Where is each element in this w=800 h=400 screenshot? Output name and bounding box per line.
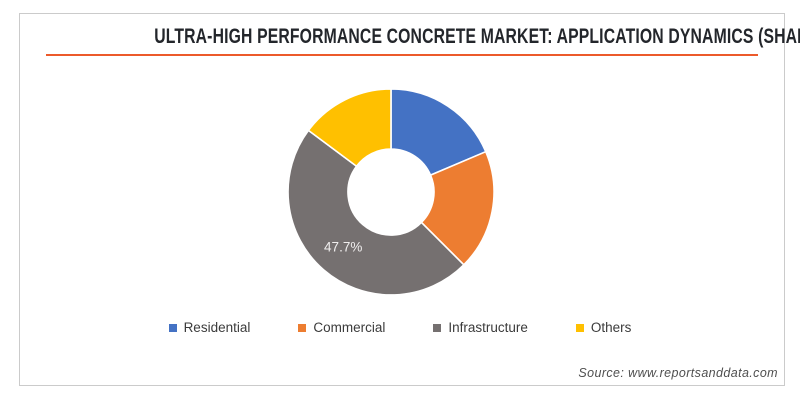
legend-item-commercial: Commercial xyxy=(298,320,385,336)
slice-data-label: 47.7% xyxy=(324,240,362,255)
pie-slice-infrastructure xyxy=(287,129,465,296)
legend-swatch-icon xyxy=(298,324,307,332)
pie-slice-others xyxy=(307,88,392,168)
pie-slice-commercial xyxy=(420,150,495,266)
legend-item-infrastructure: Infrastructure xyxy=(433,320,528,336)
legend-label: Residential xyxy=(183,320,251,335)
source-attribution: Source: www.reportsanddata.com xyxy=(578,366,778,380)
pie-slice-residential xyxy=(390,88,487,176)
legend-swatch-icon xyxy=(433,324,442,332)
legend-item-others: Others xyxy=(575,320,632,336)
legend-label: Commercial xyxy=(313,320,386,335)
title-row: ULTRA-HIGH PERFORMANCE CONCRETE MARKET: … xyxy=(20,14,800,51)
title-underline xyxy=(46,54,758,56)
legend: Residential Commercial Infrastructure Other… xyxy=(0,320,800,336)
legend-label: Infrastructure xyxy=(448,320,528,335)
chart-title: ULTRA-HIGH PERFORMANCE CONCRETE MARKET: … xyxy=(154,25,800,48)
chart-panel: ULTRA-HIGH PERFORMANCE CONCRETE MARKET: … xyxy=(19,13,800,386)
donut-chart: 47.7% xyxy=(286,87,496,297)
legend-swatch-icon xyxy=(575,324,584,332)
legend-label: Others xyxy=(590,320,632,335)
legend-item-residential: Residential xyxy=(168,320,251,336)
legend-swatch-icon xyxy=(168,324,177,332)
